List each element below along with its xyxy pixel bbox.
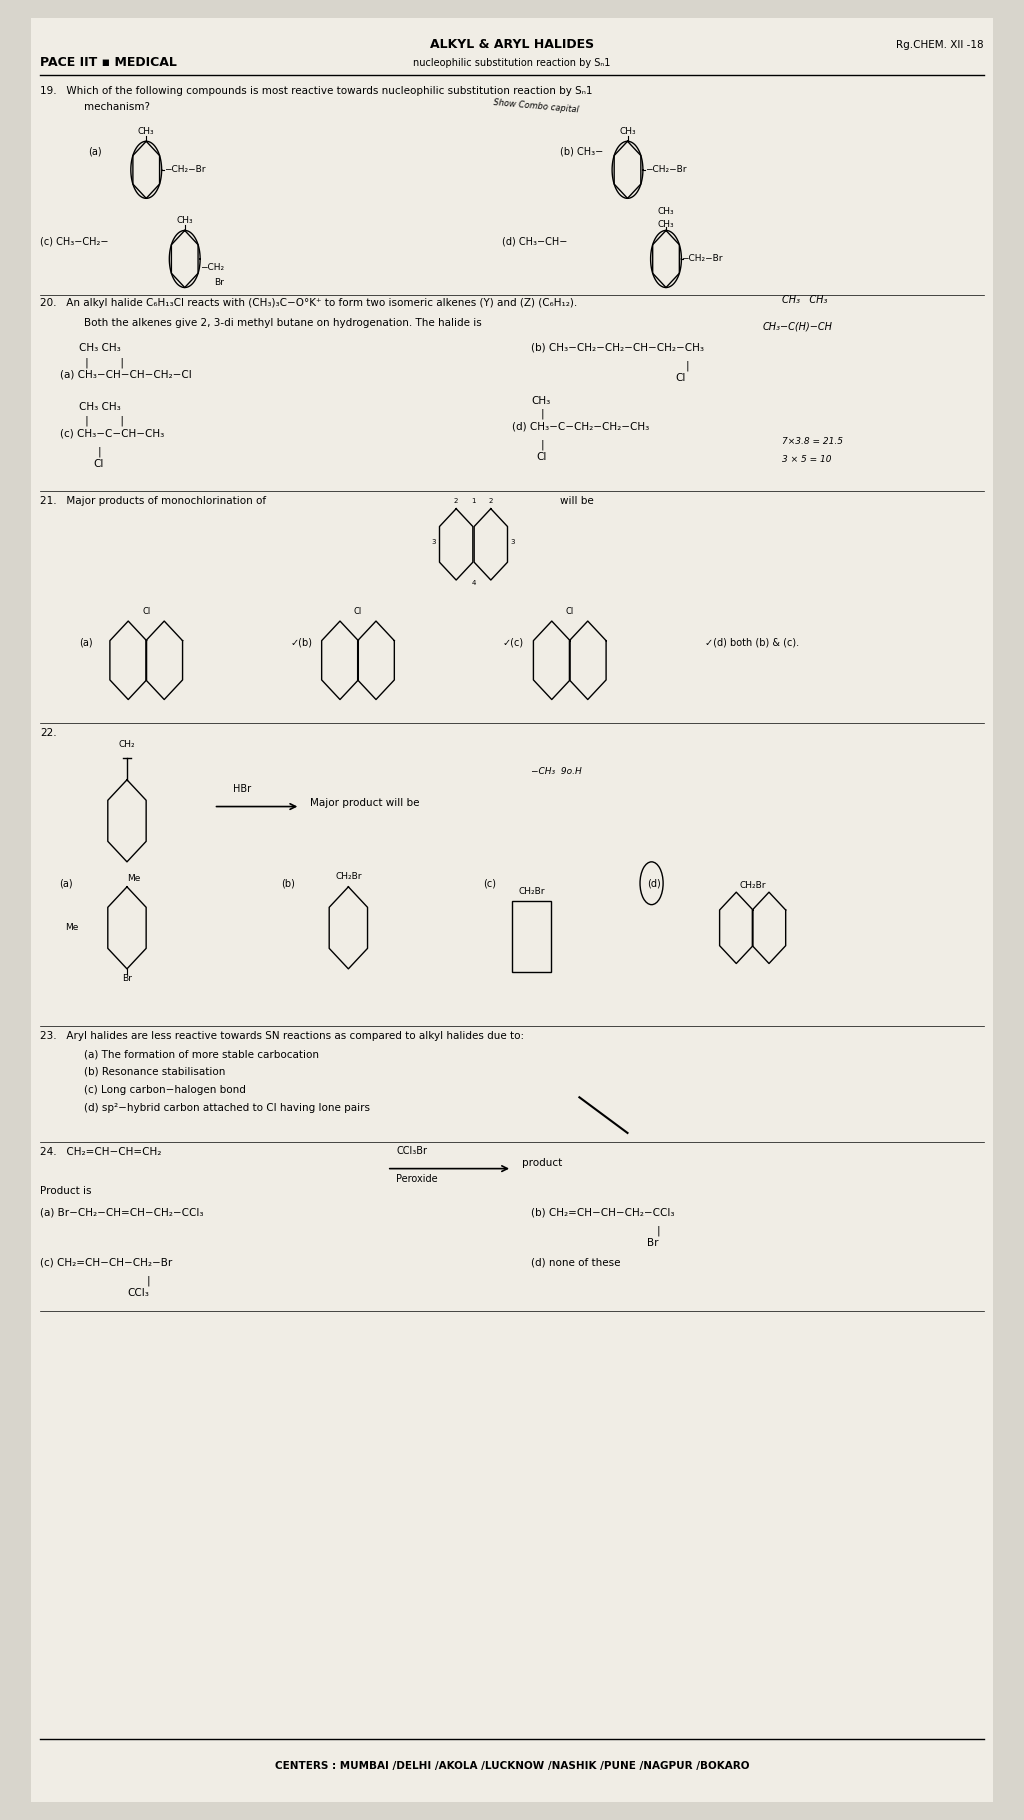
Text: −CH₂−Br: −CH₂−Br (645, 166, 686, 175)
Text: (c) CH₃−C−CH−CH₃: (c) CH₃−C−CH−CH₃ (59, 428, 164, 439)
Text: CH₃: CH₃ (657, 207, 675, 217)
Text: Cl: Cl (354, 606, 362, 615)
Text: CH₃: CH₃ (176, 217, 194, 226)
Text: CCl₃Br: CCl₃Br (396, 1147, 427, 1156)
Text: CH₃: CH₃ (657, 220, 675, 229)
Text: CH₃: CH₃ (531, 397, 551, 406)
Text: Both the alkenes give 2, 3-di methyl butane on hydrogenation. The halide is: Both the alkenes give 2, 3-di methyl but… (84, 318, 481, 328)
Text: (c): (c) (483, 879, 496, 888)
Text: Br: Br (122, 974, 132, 983)
Text: Cl: Cl (537, 451, 547, 462)
Text: 21.   Major products of monochlorination of: 21. Major products of monochlorination o… (40, 497, 266, 506)
Text: Me: Me (66, 923, 79, 932)
Text: Cl: Cl (676, 373, 686, 384)
Text: Major product will be: Major product will be (310, 797, 420, 808)
Text: |: | (98, 446, 101, 457)
Text: 3: 3 (432, 539, 436, 546)
Text: 24.   CH₂=CH−CH=CH₂: 24. CH₂=CH−CH=CH₂ (40, 1147, 162, 1158)
Text: Cl: Cl (565, 606, 573, 615)
Text: CH₃: CH₃ (138, 127, 155, 136)
Text: Br: Br (647, 1238, 658, 1249)
Text: ✓(d) both (b) & (c).: ✓(d) both (b) & (c). (705, 637, 799, 648)
Text: |     |: | | (84, 417, 125, 426)
Text: 7×3.8 = 21.5: 7×3.8 = 21.5 (781, 437, 843, 446)
Text: 4: 4 (471, 581, 476, 586)
Text: ALKYL & ARYL HALIDES: ALKYL & ARYL HALIDES (430, 38, 594, 51)
Text: CH₃: CH₃ (620, 127, 636, 136)
Text: Cl: Cl (142, 606, 151, 615)
Text: |: | (541, 439, 545, 450)
Text: 3: 3 (511, 539, 515, 546)
Text: (b) CH₂=CH−CH−CH₂−CCl₃: (b) CH₂=CH−CH−CH₂−CCl₃ (531, 1208, 675, 1218)
Text: 23.   Aryl halides are less reactive towards SN reactions as compared to alkyl h: 23. Aryl halides are less reactive towar… (40, 1032, 524, 1041)
Text: 19.   Which of the following compounds is most reactive towards nucleophilic sub: 19. Which of the following compounds is … (40, 86, 593, 96)
Text: |     |: | | (84, 357, 125, 368)
Text: Peroxide: Peroxide (396, 1174, 438, 1185)
Text: 1: 1 (471, 499, 476, 504)
Text: Cl: Cl (93, 459, 103, 470)
Text: (a) Br−CH₂−CH=CH−CH₂−CCl₃: (a) Br−CH₂−CH=CH−CH₂−CCl₃ (40, 1208, 204, 1218)
Text: PACE IIT ▪ MEDICAL: PACE IIT ▪ MEDICAL (40, 56, 177, 69)
Text: (c) CH₂=CH−CH−CH₂−Br: (c) CH₂=CH−CH−CH₂−Br (40, 1258, 173, 1269)
Text: (d): (d) (647, 879, 660, 888)
Text: (a): (a) (79, 637, 92, 648)
FancyBboxPatch shape (31, 18, 993, 1802)
Text: Show Combo capital: Show Combo capital (493, 98, 579, 115)
Text: ✓(b): ✓(b) (291, 637, 312, 648)
Text: (a) The formation of more stable carbocation: (a) The formation of more stable carboca… (84, 1048, 318, 1059)
Text: CH₂Br: CH₂Br (739, 881, 766, 890)
Text: (a): (a) (88, 147, 102, 157)
Text: CH₃ CH₃: CH₃ CH₃ (79, 342, 121, 353)
Text: Br: Br (215, 278, 224, 288)
Text: (b) Resonance stabilisation: (b) Resonance stabilisation (84, 1067, 225, 1077)
Text: −CH₂−Br: −CH₂−Br (681, 255, 723, 264)
Text: will be: will be (560, 497, 594, 506)
Text: |: | (541, 410, 545, 419)
Text: CH₃ CH₃: CH₃ CH₃ (79, 402, 121, 411)
Text: 20.   An alkyl halide C₆H₁₃Cl reacts with (CH₃)₃C−O°K⁺ to form two isomeric alke: 20. An alkyl halide C₆H₁₃Cl reacts with … (40, 298, 578, 308)
Text: product: product (521, 1158, 562, 1168)
Text: CH₂Br: CH₂Br (335, 872, 361, 881)
Text: CENTERS : MUMBAI /DELHI /AKOLA /LUCKNOW /NASHIK /PUNE /NAGPUR /BOKARO: CENTERS : MUMBAI /DELHI /AKOLA /LUCKNOW … (274, 1762, 750, 1771)
Text: (d) sp²−hybrid carbon attached to Cl having lone pairs: (d) sp²−hybrid carbon attached to Cl hav… (84, 1103, 370, 1112)
Text: Rg.CHEM. XII -18: Rg.CHEM. XII -18 (896, 40, 984, 49)
Text: CCl₃: CCl₃ (127, 1289, 148, 1298)
Text: CH₂: CH₂ (119, 741, 135, 750)
Text: (d) CH₃−CH−: (d) CH₃−CH− (503, 237, 567, 246)
Text: |: | (685, 360, 689, 371)
Text: (b): (b) (281, 879, 295, 888)
Text: (d) CH₃−C−CH₂−CH₂−CH₃: (d) CH₃−C−CH₂−CH₂−CH₃ (512, 420, 649, 431)
Text: (a): (a) (59, 879, 74, 888)
Text: −CH₂−Br: −CH₂−Br (164, 166, 205, 175)
Text: CH₂Br: CH₂Br (518, 886, 545, 895)
Text: |: | (146, 1276, 150, 1287)
Text: |: | (656, 1225, 660, 1236)
Text: 22.: 22. (40, 728, 57, 739)
Text: CH₃   CH₃: CH₃ CH₃ (781, 295, 827, 304)
Text: (b) CH₃−: (b) CH₃− (560, 147, 603, 157)
Text: −CH₂: −CH₂ (200, 264, 224, 273)
Text: CH₃−C(H)−CH: CH₃−C(H)−CH (762, 322, 833, 331)
Text: (c) CH₃−CH₂−: (c) CH₃−CH₂− (40, 237, 109, 246)
Text: Me: Me (127, 874, 140, 883)
Text: −CH₃  9o.H: −CH₃ 9o.H (531, 768, 582, 777)
Text: (b) CH₃−CH₂−CH₂−CH−CH₂−CH₃: (b) CH₃−CH₂−CH₂−CH−CH₂−CH₃ (531, 342, 705, 353)
Text: (a) CH₃−CH−CH−CH₂−Cl: (a) CH₃−CH−CH−CH₂−Cl (59, 369, 191, 380)
Text: mechanism?: mechanism? (84, 102, 150, 113)
Text: 3 × 5 = 10: 3 × 5 = 10 (781, 455, 831, 464)
Text: 2: 2 (454, 499, 459, 504)
Text: (d) none of these: (d) none of these (531, 1258, 621, 1269)
Text: Product is: Product is (40, 1187, 92, 1196)
Text: nucleophilic substitution reaction by Sₙ1: nucleophilic substitution reaction by Sₙ… (414, 58, 610, 67)
Text: ✓(c): ✓(c) (503, 637, 523, 648)
Text: (c) Long carbon−halogen bond: (c) Long carbon−halogen bond (84, 1085, 246, 1096)
Text: 2: 2 (488, 499, 493, 504)
Text: HBr: HBr (232, 784, 251, 794)
